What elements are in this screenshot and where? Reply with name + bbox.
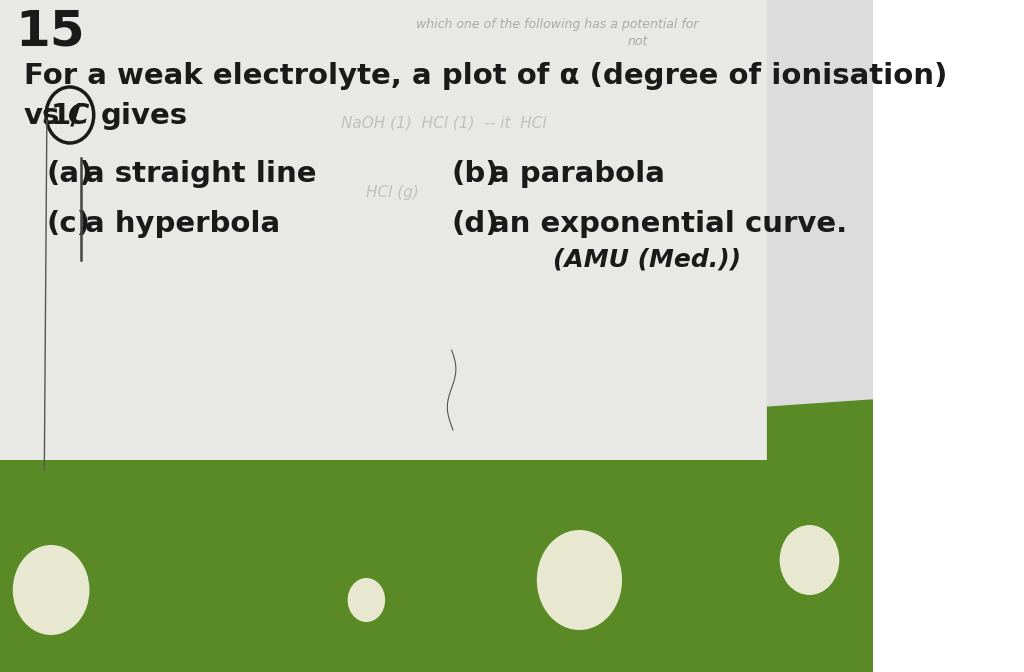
Text: not: not [628,35,647,48]
Text: gives: gives [100,102,187,130]
Text: (a): (a) [47,160,93,188]
FancyBboxPatch shape [0,0,767,460]
Text: (d): (d) [452,210,500,238]
Circle shape [779,525,840,595]
Text: which one of the following has a potential for: which one of the following has a potenti… [416,18,698,31]
Text: 15: 15 [15,8,85,56]
Polygon shape [0,400,872,672]
Text: vs: vs [24,102,60,130]
Text: HCl (g): HCl (g) [367,185,419,200]
Circle shape [537,530,622,630]
Text: a straight line: a straight line [85,160,316,188]
Text: (AMU (Med.)): (AMU (Med.)) [553,248,741,272]
Text: a parabola: a parabola [489,160,665,188]
Bar [0,0,872,500]
Text: 1/: 1/ [51,102,82,130]
Text: (b): (b) [452,160,500,188]
Text: C: C [69,102,89,130]
Text: For a weak electrolyte, a plot of α (degree of ionisation): For a weak electrolyte, a plot of α (deg… [24,62,947,90]
Text: (c): (c) [47,210,91,238]
Text: NaOH (1)  HCl (1)  -- it  HCl: NaOH (1) HCl (1) -- it HCl [341,115,547,130]
Circle shape [347,578,385,622]
Text: a hyperbola: a hyperbola [85,210,281,238]
Text: an exponential curve.: an exponential curve. [489,210,847,238]
Circle shape [12,545,89,635]
